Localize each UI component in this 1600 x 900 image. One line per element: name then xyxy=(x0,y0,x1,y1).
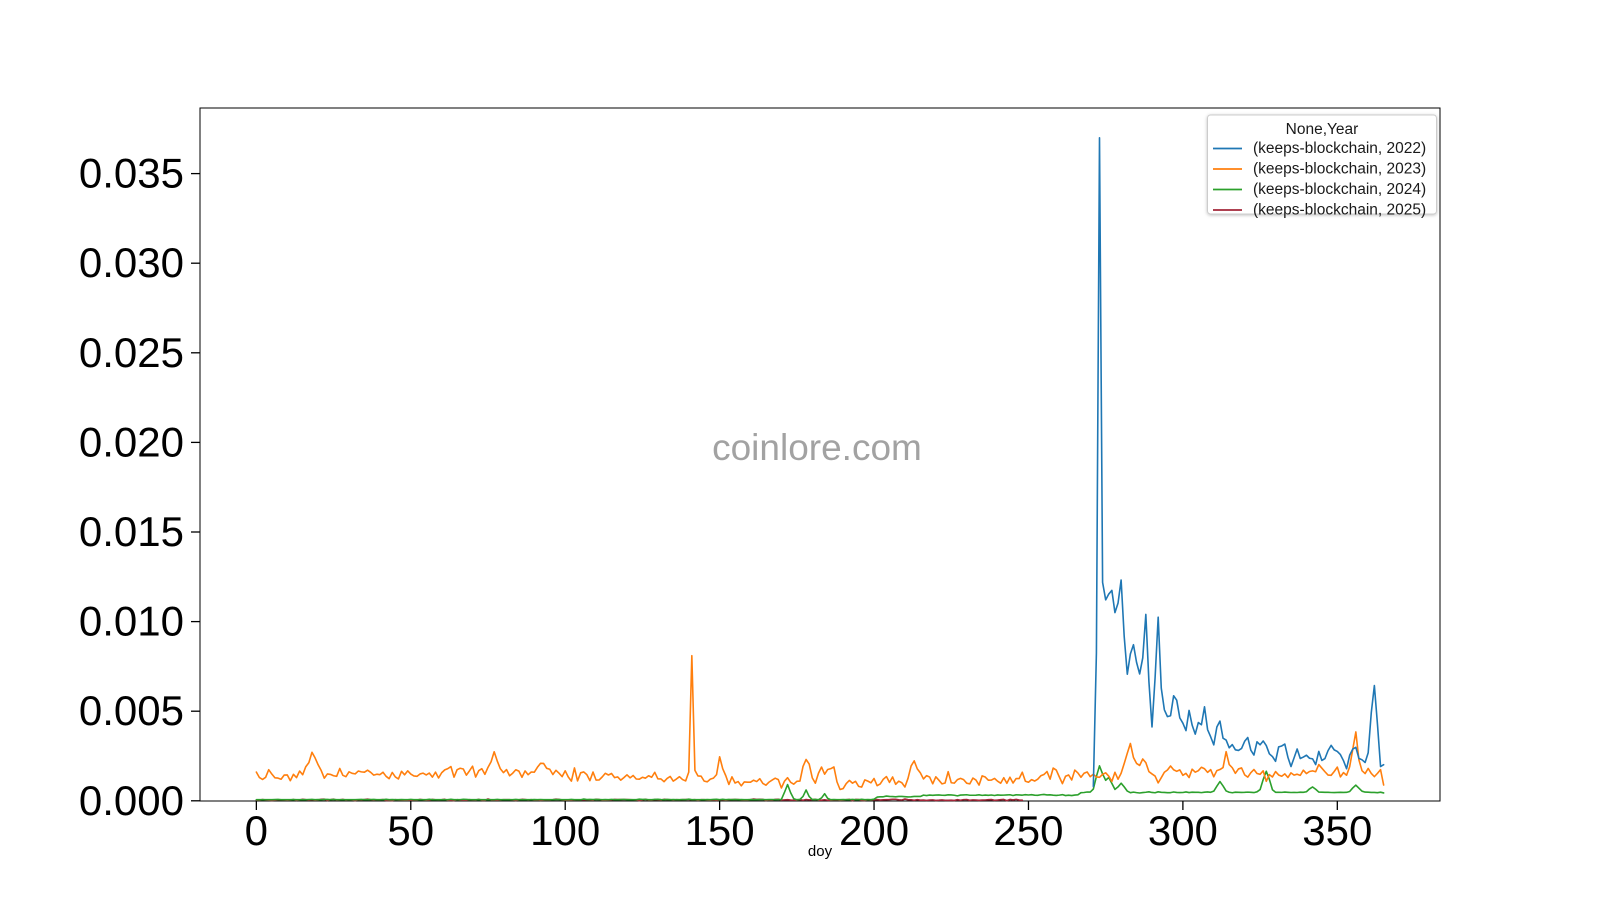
svg-text:0.020: 0.020 xyxy=(79,418,184,465)
svg-text:(keeps-blockchain, 2024): (keeps-blockchain, 2024) xyxy=(1253,181,1426,198)
svg-text:None,Year: None,Year xyxy=(1286,121,1359,138)
svg-text:0.025: 0.025 xyxy=(79,329,184,376)
svg-text:50: 50 xyxy=(387,807,434,854)
svg-text:(keeps-blockchain, 2025): (keeps-blockchain, 2025) xyxy=(1253,202,1426,219)
svg-text:200: 200 xyxy=(839,807,909,854)
svg-text:100: 100 xyxy=(530,807,600,854)
svg-text:0.010: 0.010 xyxy=(79,598,184,645)
svg-text:(keeps-blockchain, 2023): (keeps-blockchain, 2023) xyxy=(1253,161,1426,178)
svg-text:doy: doy xyxy=(808,843,833,860)
svg-text:0.015: 0.015 xyxy=(79,508,184,555)
svg-text:(keeps-blockchain, 2022): (keeps-blockchain, 2022) xyxy=(1253,140,1426,157)
svg-text:0.030: 0.030 xyxy=(79,239,184,286)
svg-text:250: 250 xyxy=(993,807,1063,854)
svg-text:150: 150 xyxy=(685,807,755,854)
svg-text:0: 0 xyxy=(245,807,268,854)
svg-text:0.035: 0.035 xyxy=(79,150,184,197)
svg-text:0.000: 0.000 xyxy=(79,777,184,824)
svg-text:300: 300 xyxy=(1148,807,1218,854)
svg-text:coinlore.com: coinlore.com xyxy=(712,427,922,468)
svg-text:350: 350 xyxy=(1302,807,1372,854)
svg-text:0.005: 0.005 xyxy=(79,687,184,734)
